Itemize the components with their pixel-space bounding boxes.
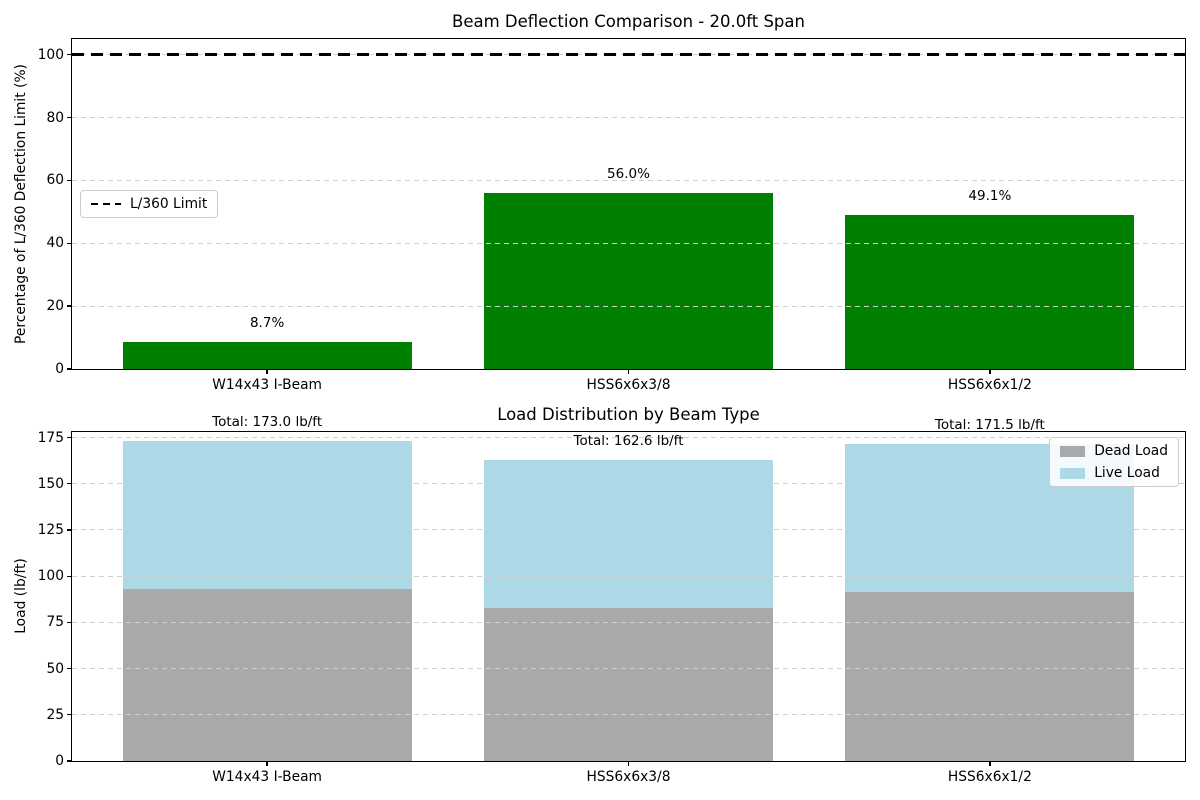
total-label: Total: 171.5 lb/ft <box>934 417 1045 434</box>
bar-value-label: 56.0% <box>607 166 650 182</box>
load-plot-area: 0 25 50 75 100 125 150 175 W14x43 I-Beam Total: 1… <box>38 414 1186 785</box>
deflection-chart-title: Beam Deflection Comparison - 20.0ft Span <box>452 12 805 31</box>
y-tick-label: 20 <box>46 298 64 315</box>
y-tick-label: 175 <box>37 429 64 446</box>
y-tick-mark <box>67 714 72 716</box>
x-tick-label-w14x43-i-beam: W14x43 I-Beam <box>212 377 322 393</box>
x-tick-mark <box>989 761 991 766</box>
x-tick-mark <box>627 369 630 374</box>
legend-item-dead-load: Dead Load <box>1060 443 1168 459</box>
x-tick-mark <box>266 369 268 374</box>
y-tick-label: 100 <box>37 46 64 63</box>
gridline <box>72 117 1185 119</box>
x-tick-label-hss6x6x1-2: HSS6x6x1/2 <box>947 377 1032 393</box>
legend-item-live-load: Live Load <box>1060 465 1168 481</box>
deflection-plot-area: 0 20 40 60 80 100 W14x43 I-Beam 8.7% HSS6x6x3/8 5… <box>38 38 1186 393</box>
y-tick-mark <box>67 483 72 485</box>
gridline <box>72 621 1185 623</box>
bar-value-label: 49.1% <box>968 187 1012 204</box>
bar-dead-load-w14x43-i-beam <box>122 589 412 761</box>
load-chart-title: Load Distribution by Beam Type <box>497 405 760 424</box>
y-tick-label: 25 <box>46 706 64 723</box>
y-tick-mark <box>67 436 72 439</box>
y-tick-mark <box>67 621 72 624</box>
y-tick-label: 40 <box>46 235 64 252</box>
legend-label: L/360 Limit <box>130 196 208 212</box>
x-tick-label-hss6x6x1-2: HSS6x6x1/2 <box>947 769 1032 785</box>
x-tick-mark <box>989 369 991 374</box>
y-tick-mark <box>67 305 72 307</box>
gridline <box>72 575 1185 577</box>
legend-label: Live Load <box>1094 465 1160 481</box>
y-tick-label: 0 <box>55 753 64 769</box>
gridline <box>72 305 1185 307</box>
y-tick-label: 50 <box>46 660 64 677</box>
gridline <box>72 668 1185 670</box>
legend-label: Dead Load <box>1094 443 1168 459</box>
gridline <box>72 179 1185 181</box>
gridline <box>72 529 1185 531</box>
total-label: Total: 162.6 lb/ft <box>573 433 684 450</box>
x-tick-mark <box>266 761 268 766</box>
x-tick-label-hss6x6x3-8: HSS6x6x3/8 <box>586 377 671 393</box>
y-tick-mark <box>67 242 72 244</box>
total-label: Total: 173.0 lb/ft <box>212 414 323 431</box>
bar-hss6x6x1-2 <box>845 214 1135 369</box>
gridline <box>72 242 1185 244</box>
y-tick-mark <box>67 667 72 670</box>
x-tick-label-w14x43-i-beam: W14x43 I-Beam <box>212 769 322 785</box>
gridline <box>72 437 1185 439</box>
y-tick-label: 0 <box>55 361 64 377</box>
gridline <box>72 714 1185 716</box>
y-tick-mark <box>67 368 72 370</box>
bar-w14x43-i-beam <box>122 341 412 369</box>
bar-value-label: 8.7% <box>249 314 285 331</box>
x-tick-mark <box>627 761 630 766</box>
gridline <box>72 483 1185 485</box>
x-tick-label-hss6x6x3-8: HSS6x6x3/8 <box>586 769 671 785</box>
bar-live-load-hss6x6x3-8 <box>483 460 774 609</box>
bar-hss6x6x3-8 <box>483 193 774 369</box>
legend: L/360 Limit <box>80 190 219 218</box>
y-tick-mark <box>67 575 72 577</box>
y-tick-label: 60 <box>46 172 64 189</box>
bar-dead-load-hss6x6x1-2 <box>845 591 1135 761</box>
bar-live-load-w14x43-i-beam <box>122 441 412 590</box>
legend: Dead Load Live Load <box>1049 437 1179 487</box>
dashed-line-swatch <box>91 202 121 206</box>
y-tick-mark <box>67 54 72 56</box>
y-tick-label: 150 <box>37 475 64 492</box>
legend-item-l-360-limit: L/360 Limit <box>91 196 207 212</box>
y-tick-mark <box>67 529 72 531</box>
y-tick-label: 80 <box>46 109 64 126</box>
y-tick-mark <box>67 116 72 119</box>
color-patch-swatch <box>1060 467 1086 479</box>
bar-dead-load-hss6x6x3-8 <box>483 608 774 761</box>
y-tick-label: 125 <box>37 521 64 538</box>
y-tick-mark <box>67 760 72 762</box>
deflection-limit-line <box>72 53 1185 56</box>
y-tick-label: 75 <box>46 614 64 631</box>
color-patch-swatch <box>1060 445 1086 457</box>
y-tick-label: 100 <box>37 568 64 585</box>
y-tick-mark <box>67 179 72 182</box>
